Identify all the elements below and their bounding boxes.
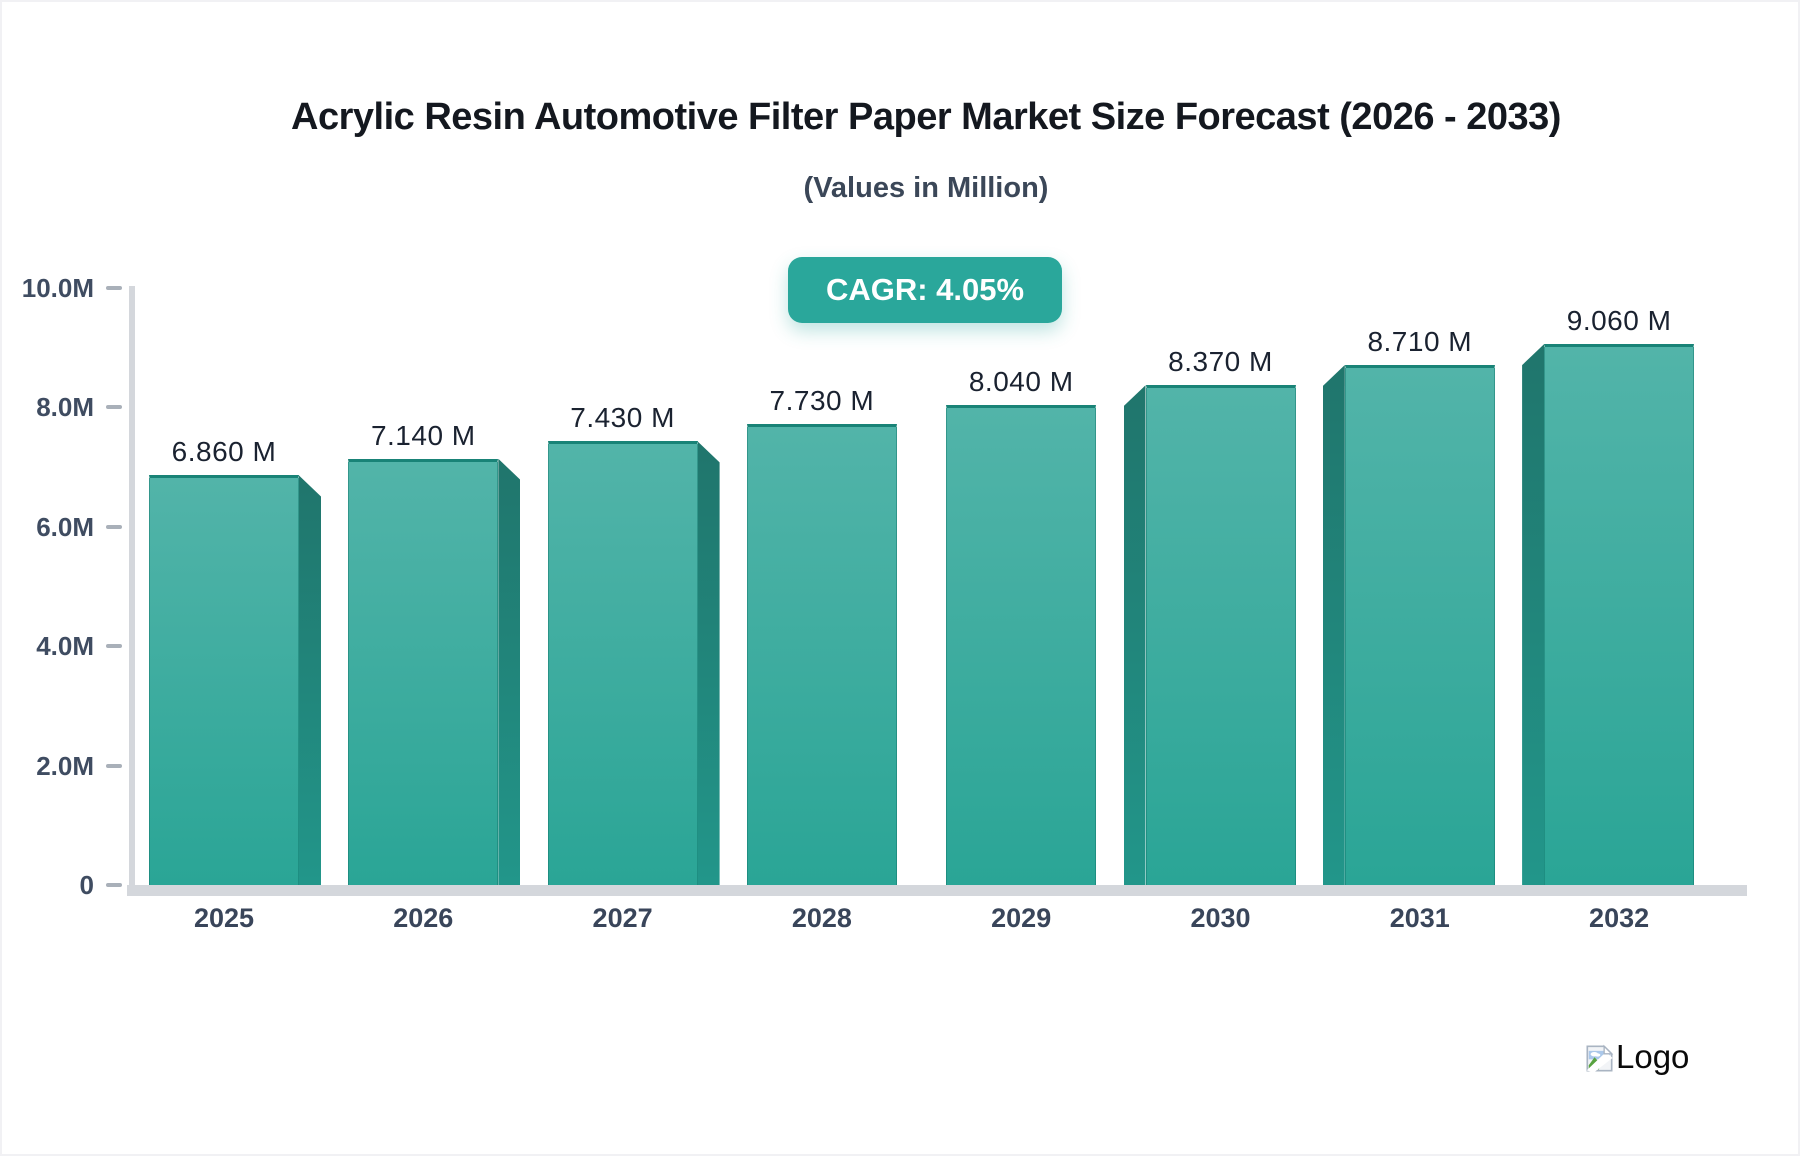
bar-value-label: 7.430 M [570,402,675,434]
y-axis-tick-label: 8.0M [36,392,94,423]
x-axis-label-2027: 2027 [592,903,653,933]
bar-2027[interactable] [547,441,698,885]
bar-value-label: 8.710 M [1367,326,1473,357]
bar-2030[interactable] [1145,385,1296,885]
cagr-badge: CAGR: 4.05% [788,257,1062,323]
bar-value-label: 8.370 M [1168,346,1273,378]
page-subtitle: (Values in Million) [803,172,1049,204]
bar-3d-edge [1522,344,1545,885]
y-axis-tick-label: 2.0M [36,750,94,781]
bar-3d-edge [498,458,521,885]
y-axis-tick-dash [106,405,122,410]
bar-2032[interactable] [1544,344,1695,885]
logo: Logo [1584,1040,1689,1074]
bar-value-label: 6.860 M [171,436,277,468]
broken-image-icon [1586,1044,1614,1073]
x-axis-label-2028: 2028 [791,903,852,933]
y-axis-tick-label: 10.0M [21,273,94,303]
bar-2026[interactable] [348,458,499,885]
bar-3d-edge [299,475,321,885]
y-axis-tick-dash [106,524,122,529]
y-axis-tick-label: 6.0M [36,511,94,542]
y-axis-line [129,286,135,896]
bar-3d-edge [697,441,720,885]
x-axis-label-2029: 2029 [991,903,1052,933]
page-title: Acrylic Resin Automotive Filter Paper Ma… [291,96,1561,138]
x-axis-label-2032: 2032 [1589,903,1650,933]
bar-value-label: 8.040 M [968,366,1074,397]
bar-value-label: 7.730 M [769,384,875,416]
y-axis-tick-dash [106,763,122,768]
x-axis-baseline [127,885,1747,896]
y-axis-tick-dash [106,883,122,887]
x-axis-label-2025: 2025 [193,903,255,933]
bar-value-label: 9.060 M [1566,305,1672,337]
bar-3d-edge [1322,365,1345,885]
bar-2031[interactable] [1344,365,1495,885]
bar-2029[interactable] [946,405,1097,885]
x-axis-label-2031: 2031 [1389,903,1450,933]
bar-value-label: 7.140 M [370,419,476,451]
x-axis-label-2026: 2026 [393,903,454,933]
y-axis-tick-dash [106,286,122,290]
bar-3d-edge [1123,385,1146,885]
bar-2028[interactable] [746,423,897,885]
y-axis-tick-dash [106,644,122,649]
logo-text: Logo [1616,1038,1690,1075]
x-axis-label-2030: 2030 [1190,903,1251,933]
y-axis-tick-label: 0 [79,870,94,900]
bar-2025[interactable] [149,475,299,885]
y-axis-tick-label: 4.0M [36,631,94,662]
